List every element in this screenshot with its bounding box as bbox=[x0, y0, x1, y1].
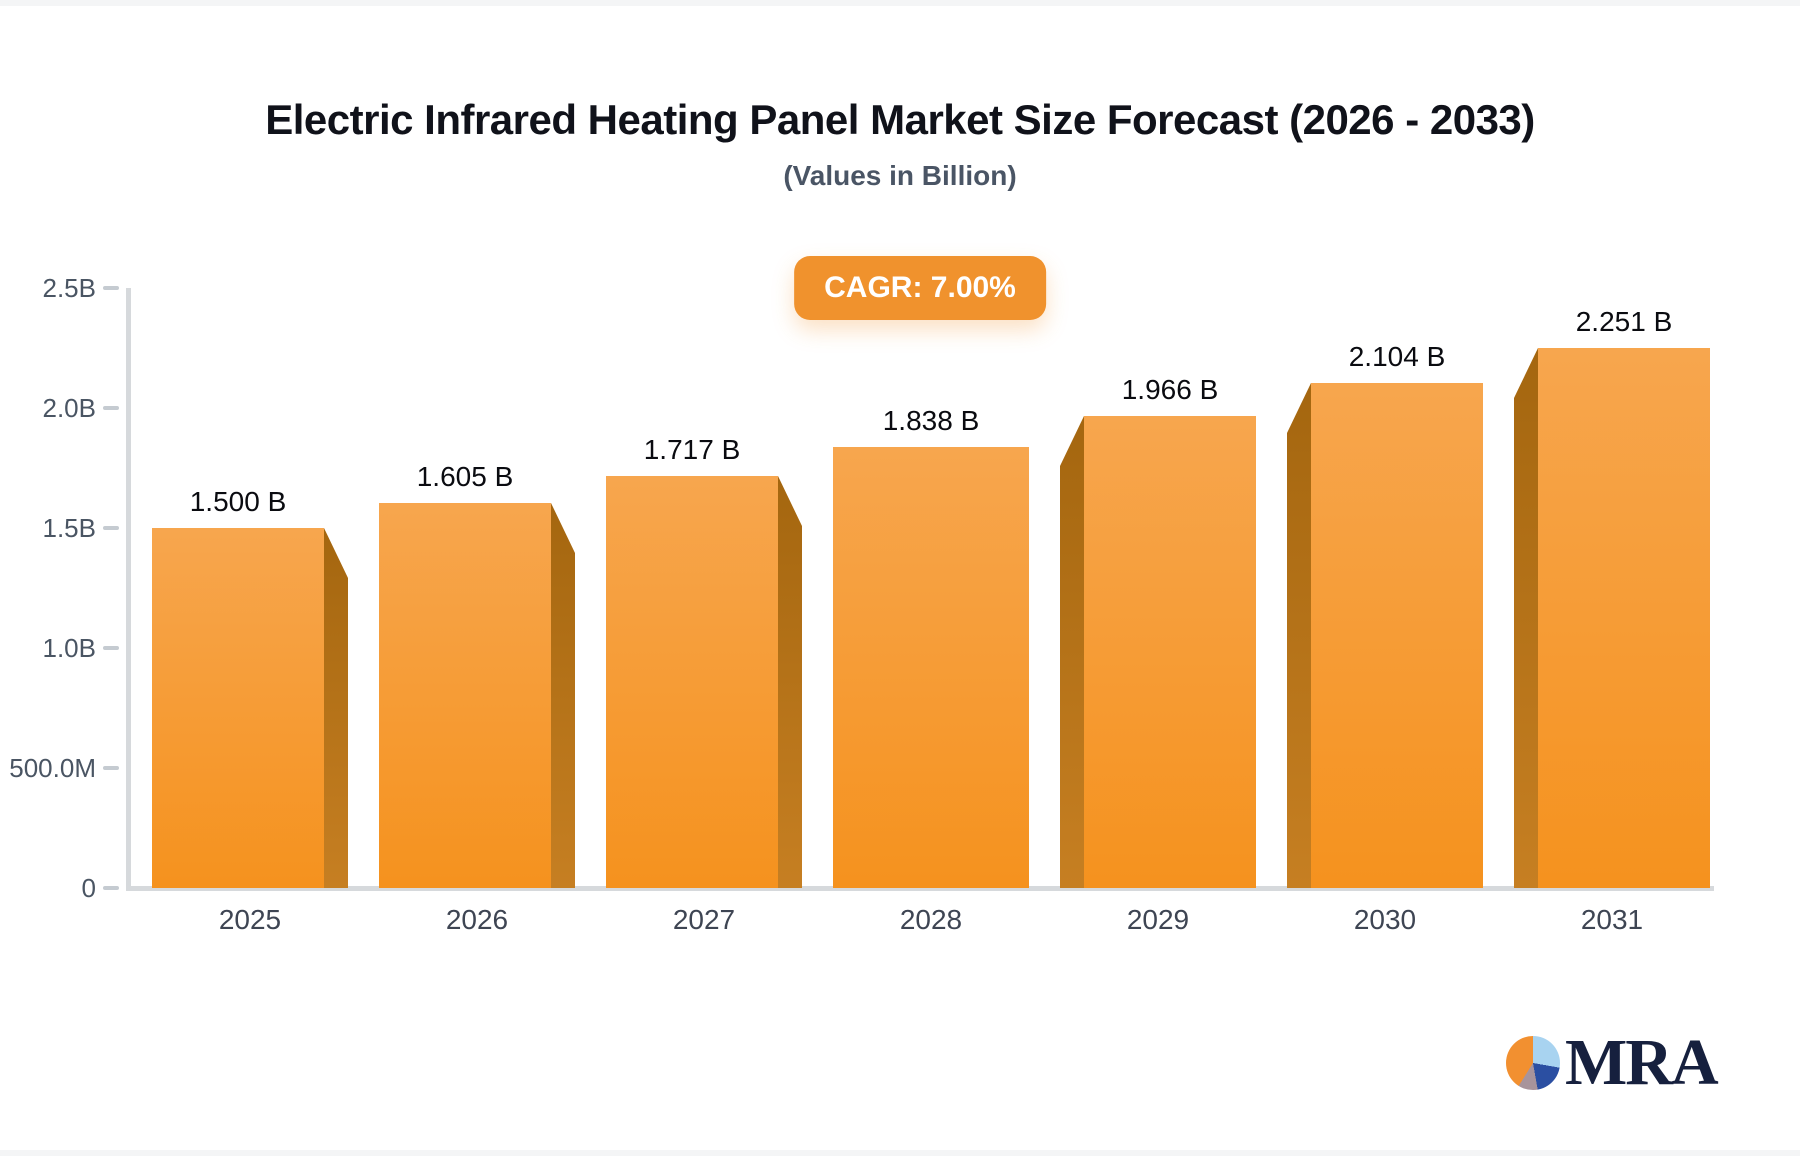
bar-face bbox=[1538, 348, 1710, 888]
x-tick-label-2029: 2029 bbox=[1126, 904, 1190, 935]
bar-face bbox=[1311, 383, 1483, 888]
bar-shadow-side bbox=[551, 503, 575, 888]
x-tick-label-2026: 2026 bbox=[445, 904, 509, 935]
y-tick-mark bbox=[103, 646, 119, 650]
bar-value-label-2031: 2.251 B bbox=[1575, 306, 1673, 337]
x-axis-line bbox=[126, 886, 1714, 891]
x-axis-labels: 2025 2026 2027 2028 2029 2030 2031 bbox=[130, 904, 1710, 936]
x-tick-label-2027: 2027 bbox=[672, 904, 736, 935]
y-tick-label-0: 0 bbox=[81, 873, 96, 903]
bar-shadow-side bbox=[1287, 383, 1311, 888]
bar-face bbox=[1084, 416, 1256, 888]
bar-2030: 2.104 B bbox=[1287, 341, 1483, 888]
bar-value-label-2025: 1.500 B bbox=[189, 486, 287, 517]
y-tick-label-500.0M: 500.0M bbox=[9, 753, 96, 783]
y-axis-line bbox=[126, 288, 131, 888]
y-tick-label-2.0B: 2.0B bbox=[42, 393, 97, 423]
chart-subtitle: (Values in Billion) bbox=[783, 160, 1017, 191]
bar-face bbox=[152, 528, 324, 888]
bar-value-label-2027: 1.717 B bbox=[643, 434, 741, 465]
y-tick-mark bbox=[103, 406, 119, 410]
bar-value-label-2029: 1.966 B bbox=[1121, 374, 1219, 405]
logo-text: MRA bbox=[1565, 1026, 1719, 1099]
bar-value-label-2030: 2.104 B bbox=[1348, 341, 1446, 372]
y-tick-mark bbox=[103, 886, 119, 890]
bar-face bbox=[379, 503, 551, 888]
bar-2028: 1.838 B bbox=[833, 405, 1029, 888]
y-tick-mark bbox=[103, 766, 119, 770]
bar-shadow-side bbox=[778, 476, 802, 888]
bar-shadow-side bbox=[1514, 348, 1538, 888]
bar-face bbox=[606, 476, 778, 888]
bar-face bbox=[833, 447, 1029, 888]
bar-value-label-2026: 1.605 B bbox=[416, 461, 514, 492]
y-tick-mark bbox=[103, 526, 119, 530]
bar-shadow-side bbox=[324, 528, 348, 888]
page-edge-bottom bbox=[0, 1150, 1800, 1156]
pie-chart-logo-icon bbox=[1506, 1036, 1560, 1090]
bar-2025: 1.500 B bbox=[152, 486, 348, 888]
bar-2026: 1.605 B bbox=[379, 461, 575, 888]
y-tick-label-2.5B: 2.5B bbox=[42, 273, 97, 303]
bar-value-label-2028: 1.838 B bbox=[882, 405, 980, 436]
page-edge-top bbox=[0, 0, 1800, 6]
bar-shadow-side bbox=[1060, 416, 1084, 888]
bar-2027: 1.717 B bbox=[606, 434, 802, 888]
x-tick-label-2028: 2028 bbox=[899, 904, 963, 935]
bar-2029: 1.966 B bbox=[1060, 374, 1256, 888]
chart-title: Electric Infrared Heating Panel Market S… bbox=[265, 96, 1535, 143]
y-tick-mark bbox=[103, 286, 119, 290]
cagr-badge: CAGR: 7.00% bbox=[794, 256, 1046, 320]
x-tick-label-2030: 2030 bbox=[1353, 904, 1417, 935]
bars-row: 1.500 B 1.605 B 1.717 B 1.838 B 1.966 B 2.104… bbox=[130, 288, 1710, 888]
mra-logo: MRA bbox=[1506, 1026, 1719, 1099]
x-tick-label-2031: 2031 bbox=[1580, 904, 1644, 935]
y-tick-label-1.5B: 1.5B bbox=[42, 513, 97, 543]
x-tick-label-2025: 2025 bbox=[218, 904, 282, 935]
y-tick-label-1.0B: 1.0B bbox=[42, 633, 97, 663]
bar-2031: 2.251 B bbox=[1514, 306, 1710, 888]
